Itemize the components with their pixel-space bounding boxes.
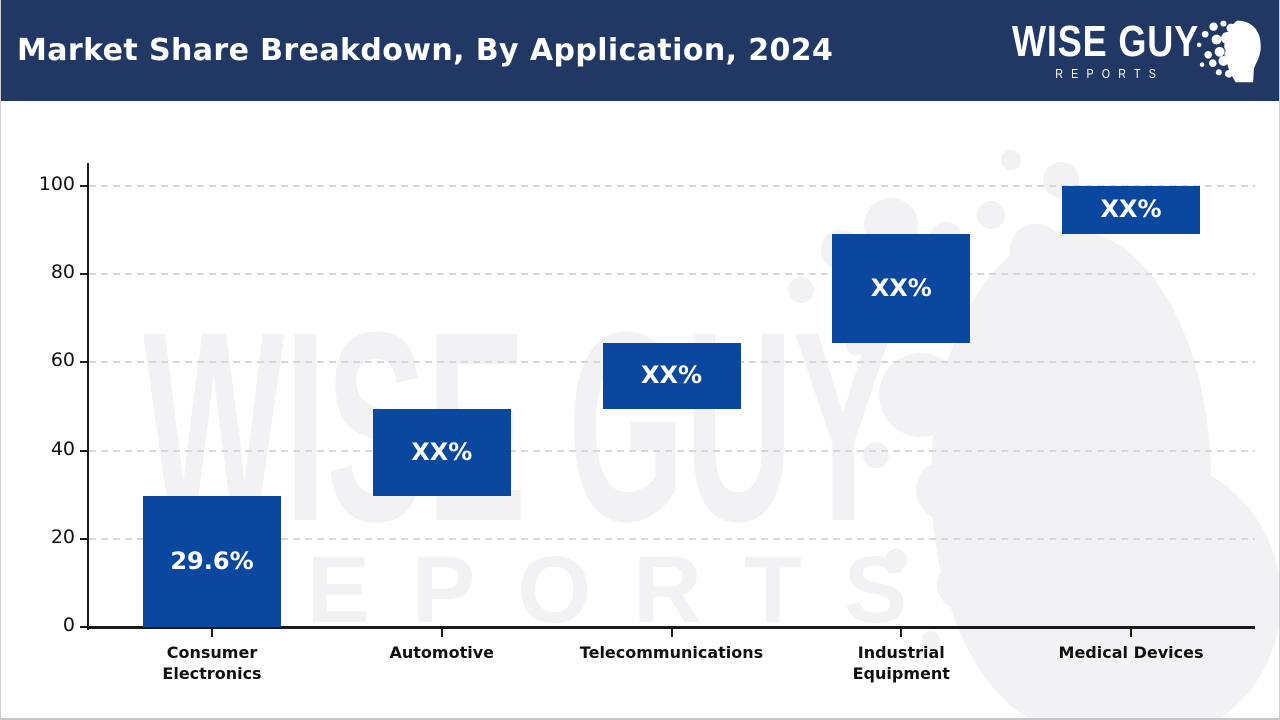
watermark-subword: REPORTS [196, 537, 949, 643]
x-tick-mark [211, 629, 213, 637]
y-tick-label: 100 [38, 173, 75, 195]
y-tick-mark [80, 449, 87, 452]
bar-value-label: XX% [640, 361, 703, 390]
y-tick-mark [80, 185, 87, 187]
gridline [89, 537, 1255, 540]
gridline [89, 185, 1255, 187]
bar-value-label: 29.6% [170, 546, 254, 575]
bar-value-label: XX% [1100, 195, 1162, 224]
x-tick-label-line: Telecommunications [579, 643, 764, 662]
bar-value-label: XX% [870, 273, 932, 302]
x-tick-label-line: Industrial [857, 643, 945, 662]
y-tick-label: 40 [50, 437, 75, 460]
x-tick-label: Telecommunications [557, 642, 787, 663]
x-tick-label: Consumer Electronics [97, 642, 327, 684]
header-bar: Market Share Breakdown, By Application, … [1, 0, 1279, 101]
bar-1 [143, 496, 281, 627]
brand-logo-wordmark: WISE GUY [1012, 17, 1199, 66]
bar-3 [602, 343, 741, 409]
x-tick-label-line: Electronics [162, 664, 262, 683]
brand-logo-subword: REPORTS [1055, 66, 1164, 81]
x-tick-label-line: Automotive [389, 643, 495, 662]
brand-face-icon [1196, 20, 1261, 82]
y-tick-mark [80, 626, 87, 628]
bar-5 [1062, 186, 1200, 235]
x-tick-label-line: Medical Devices [1058, 643, 1204, 662]
x-tick-label: Medical Devices [1016, 642, 1246, 663]
x-tick-mark [1130, 629, 1132, 637]
y-tick-mark [80, 273, 87, 276]
y-axis-line [87, 163, 89, 630]
y-tick-label: 20 [50, 525, 75, 548]
y-tick-mark [80, 361, 87, 364]
bar-4 [832, 234, 971, 344]
brand-logo: WISE GUY REPORTS [971, 11, 1263, 91]
x-tick-label-line: Consumer [166, 643, 258, 662]
bar-2 [372, 408, 511, 497]
bar-value-label: XX% [411, 437, 473, 466]
y-tick-mark [80, 537, 87, 540]
x-tick-mark [900, 629, 903, 637]
y-tick-label: 0 [62, 614, 75, 636]
x-axis-line [87, 626, 1255, 629]
brand-logo-text: WISE GUY REPORTS [1012, 17, 1199, 82]
x-tick-mark [670, 629, 673, 637]
x-tick-label-line: Equipment [852, 664, 950, 683]
x-tick-label: Automotive [327, 642, 557, 663]
x-tick-label: Industrial Equipment [786, 642, 1016, 684]
page-title: Market Share Breakdown, By Application, … [17, 33, 834, 68]
gridline [89, 273, 1255, 276]
y-tick-label: 60 [50, 349, 75, 372]
x-tick-mark [440, 629, 443, 637]
y-tick-label: 80 [50, 261, 75, 284]
gridline [89, 449, 1255, 452]
